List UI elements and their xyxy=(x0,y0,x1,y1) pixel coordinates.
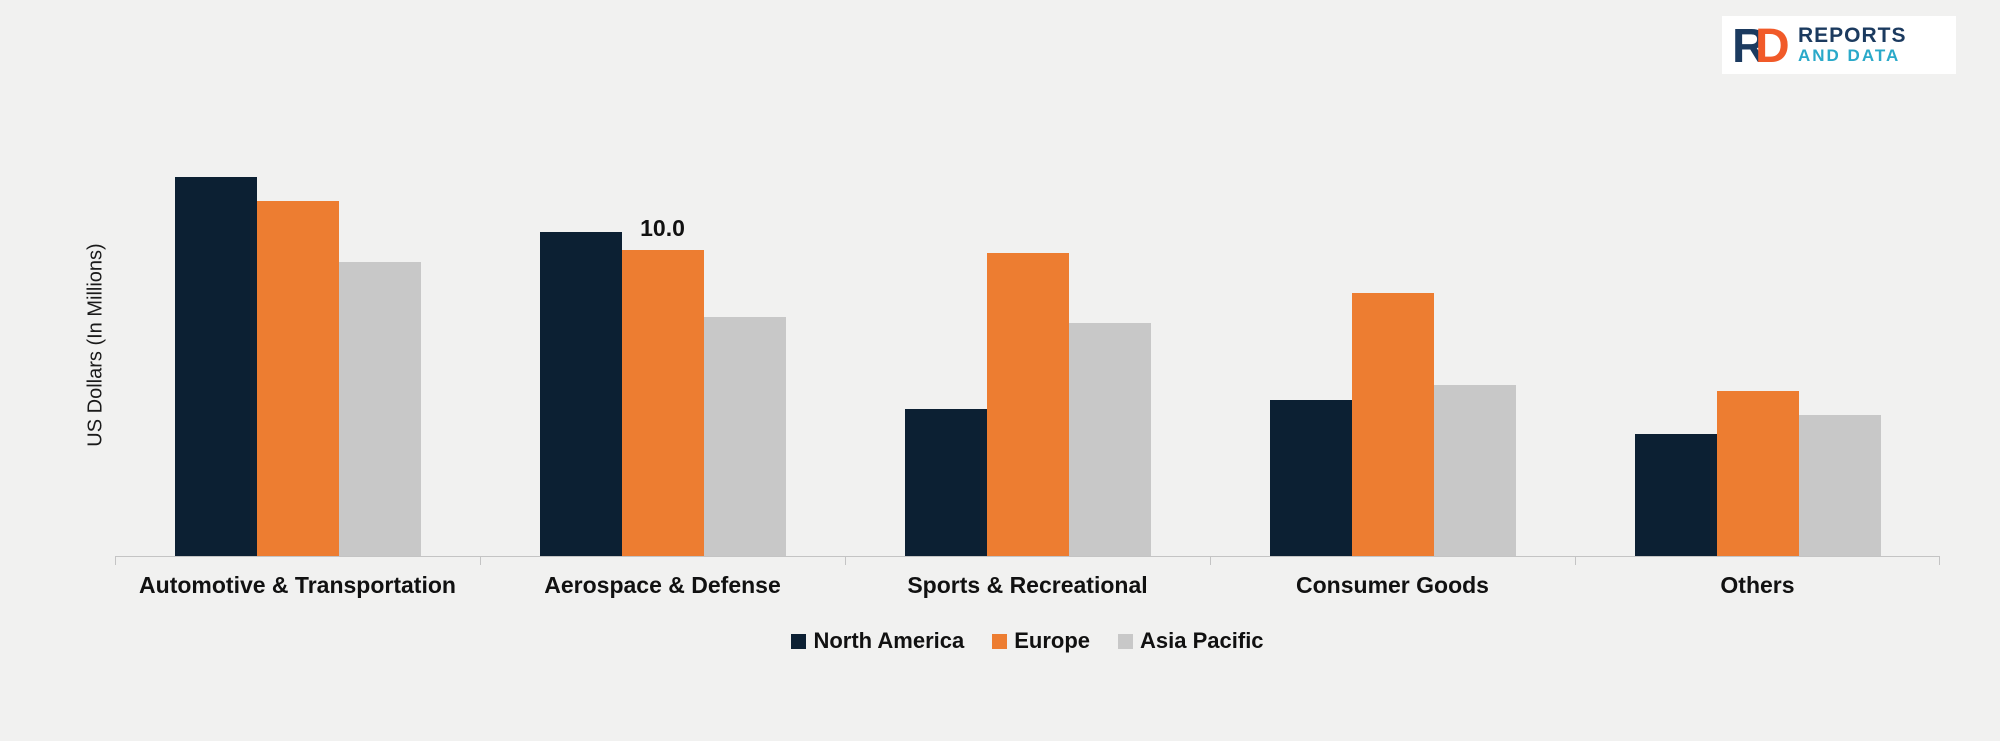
logo-line2: AND DATA xyxy=(1798,46,1901,66)
axis-tick xyxy=(845,557,846,565)
legend-swatch-north-america xyxy=(791,633,807,649)
bar-group-sports-recreational xyxy=(845,136,1210,556)
y-axis-label: US Dollars (In Millions) xyxy=(84,243,107,447)
legend-label: Asia Pacific xyxy=(1140,628,1264,653)
bar-group-automotive-transportation xyxy=(115,136,480,556)
bar-asia-pacific-consumer-goods xyxy=(1433,384,1516,556)
bar-group-others xyxy=(1575,136,1940,556)
bar-europe-aerospace-defense: 10.0 xyxy=(621,215,704,556)
bar-north-america-others xyxy=(1634,433,1717,556)
data-label: 10.0 xyxy=(640,215,685,241)
plot-area: 10.0 xyxy=(115,136,1940,557)
legend-label: Europe xyxy=(1014,628,1091,653)
bar-north-america-consumer-goods xyxy=(1269,399,1352,556)
legend-label: North America xyxy=(813,628,965,653)
bar-europe-others xyxy=(1716,390,1799,556)
bar-group-aerospace-defense: 10.0 xyxy=(480,136,845,556)
bar-asia-pacific-others xyxy=(1798,415,1881,556)
legend-item-north-america: North America xyxy=(791,628,964,654)
bar-north-america-automotive-transportation xyxy=(174,176,257,556)
reports-and-data-logo: R D REPORTS AND DATA xyxy=(1722,16,1956,74)
legend: North America Europe Asia Pacific xyxy=(115,628,1940,654)
logo-line1: REPORTS xyxy=(1798,24,1907,48)
bar-asia-pacific-sports-recreational xyxy=(1068,323,1151,556)
svg-text:R: R xyxy=(1732,22,1767,68)
bar-europe-automotive-transportation xyxy=(256,201,339,556)
logo-text: REPORTS AND DATA xyxy=(1798,24,1907,66)
axis-tick xyxy=(480,557,481,565)
axis-tick xyxy=(1575,557,1576,565)
category-label-automotive-transportation: Automotive & Transportation xyxy=(139,572,456,598)
category-label-sports-recreational: Sports & Recreational xyxy=(907,572,1148,598)
x-axis-ticks xyxy=(115,557,1940,565)
category-label-others: Others xyxy=(1720,572,1795,598)
legend-swatch-asia-pacific xyxy=(1118,633,1134,649)
svg-text:D: D xyxy=(1755,22,1790,68)
bar-asia-pacific-aerospace-defense xyxy=(703,317,786,556)
axis-tick xyxy=(1210,557,1211,565)
axis-tick xyxy=(1939,557,1940,565)
bar-asia-pacific-automotive-transportation xyxy=(338,262,421,556)
legend-item-europe: Europe xyxy=(992,628,1090,654)
legend-swatch-europe xyxy=(992,633,1008,649)
category-label-consumer-goods: Consumer Goods xyxy=(1296,572,1489,598)
bar-north-america-sports-recreational xyxy=(904,409,987,556)
legend-item-asia-pacific: Asia Pacific xyxy=(1118,628,1264,654)
rd-monogram-icon: R D xyxy=(1732,22,1790,68)
axis-tick xyxy=(115,557,116,565)
bar-europe-consumer-goods xyxy=(1351,292,1434,556)
bar-europe-sports-recreational xyxy=(986,253,1069,556)
bar-north-america-aerospace-defense xyxy=(539,231,622,556)
category-label-aerospace-defense: Aerospace & Defense xyxy=(544,572,781,598)
category-labels: Automotive & Transportation Aerospace & D… xyxy=(115,572,1940,599)
bar-group-consumer-goods xyxy=(1210,136,1575,556)
